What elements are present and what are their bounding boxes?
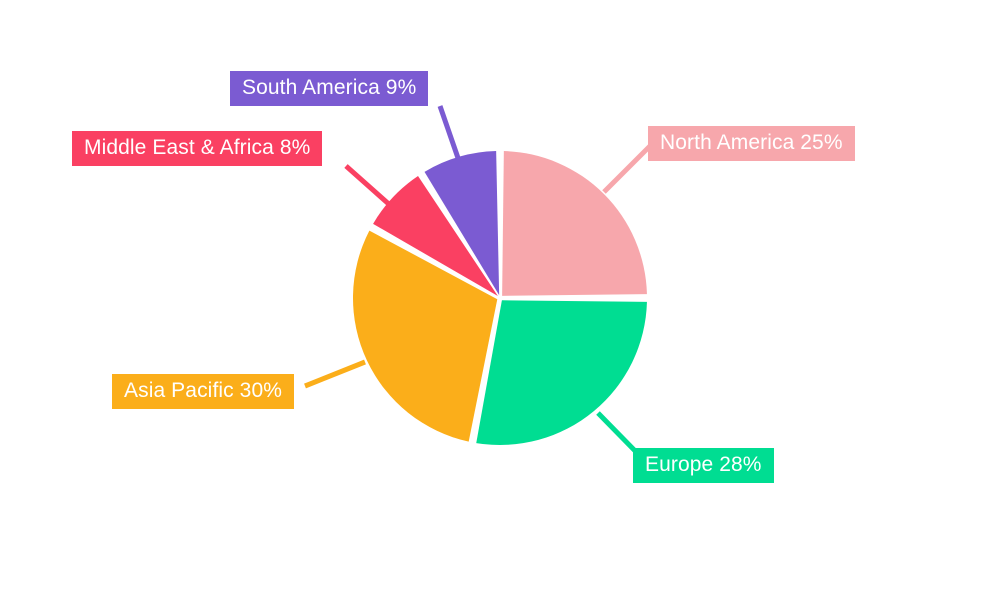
pie-slice-south-america[interactable] — [424, 151, 500, 296]
leader-line-asia-pacific — [304, 359, 366, 389]
leader-line-south-america — [437, 105, 461, 159]
pie-slice-north-america[interactable] — [502, 151, 647, 296]
leader-lines — [304, 105, 656, 463]
pie-label-south-america-text: South America 9% — [242, 76, 417, 99]
pie-label-asia-pacific[interactable]: Asia Pacific 30% — [112, 374, 295, 409]
pie-label-middle-east-africa-text: Middle East & Africa 8% — [84, 136, 311, 159]
pie-slice-asia-pacific[interactable] — [352, 230, 498, 442]
pie-label-middle-east-africa[interactable]: Middle East & Africa 8% — [72, 131, 323, 166]
pie-label-north-america[interactable]: North America 25% — [648, 126, 855, 161]
leader-line-middle-east-africa — [344, 164, 393, 208]
pie-label-europe[interactable]: Europe 28% — [633, 448, 774, 483]
pie-label-europe-text: Europe 28% — [645, 453, 762, 476]
pie-label-south-america[interactable]: South America 9% — [230, 71, 429, 106]
pie-label-north-america-text: North America 25% — [660, 131, 843, 154]
pie-slice-europe[interactable] — [476, 300, 647, 446]
pie-slices — [352, 151, 647, 446]
pie-label-asia-pacific-text: Asia Pacific 30% — [124, 379, 283, 402]
leader-line-north-america — [602, 140, 656, 194]
pie-slice-middle-east-africa[interactable] — [373, 175, 498, 296]
